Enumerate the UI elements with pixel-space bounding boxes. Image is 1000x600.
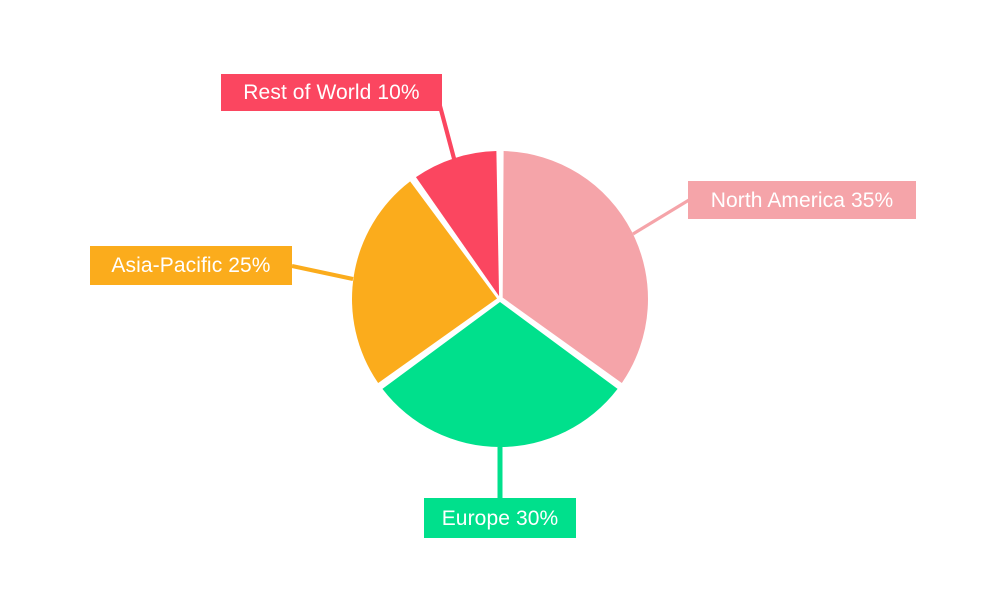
leader-line-rest-of-world — [437, 105, 459, 167]
pie-slice-north-america[interactable] — [502, 151, 648, 384]
pie-label-north-america[interactable]: North America 35% — [688, 181, 916, 219]
pie-slice-rest-of-world[interactable] — [415, 151, 500, 297]
pie-label-rest-of-world[interactable]: Rest of World 10% — [221, 74, 442, 111]
pie-slices — [352, 151, 648, 447]
pie-label-europe[interactable]: Europe 30% — [424, 498, 576, 538]
pie-slice-europe[interactable] — [382, 302, 618, 447]
pie-label-asia-pacific[interactable]: Asia-Pacific 25% — [90, 246, 292, 285]
pie-slice-asia-pacific[interactable] — [352, 181, 498, 384]
leader-line-north-america — [632, 198, 690, 236]
leader-line-asia-pacific — [291, 264, 354, 281]
pie-leader-lines — [291, 105, 690, 499]
